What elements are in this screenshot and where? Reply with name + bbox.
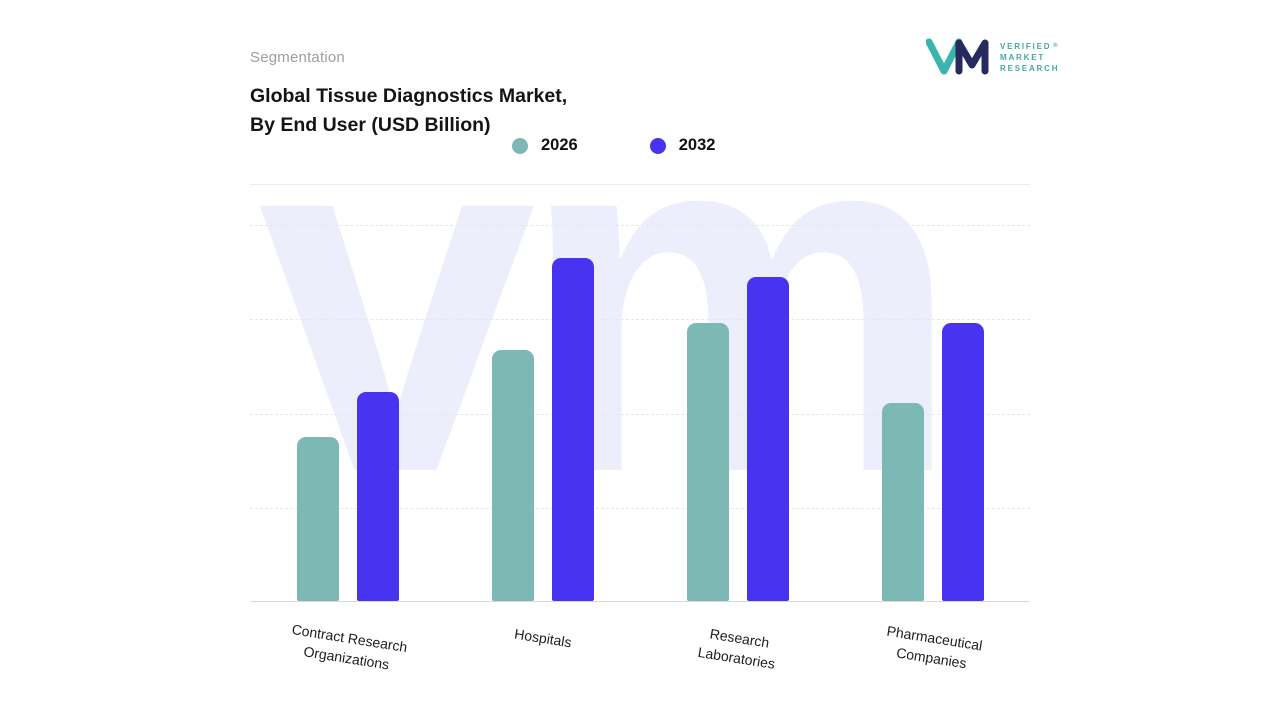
bar-2026-hospitals bbox=[491, 350, 534, 601]
legend-dot-2032 bbox=[649, 137, 666, 154]
legend-dot-2026 bbox=[512, 137, 528, 154]
x-axis-label-research: Research Laboratories bbox=[696, 625, 776, 673]
legend-label-2026: 2026 bbox=[541, 136, 578, 154]
x-axis: Contract Research Organizations Hospitals… bbox=[250, 602, 1030, 692]
bar-group-contract-research bbox=[296, 392, 399, 601]
chart-title-line1: Global Tissue Diagnostics Market, bbox=[250, 85, 568, 107]
gridline bbox=[250, 225, 1030, 226]
bar-2032-contract-research bbox=[356, 392, 399, 601]
bar-group-pharmaceutical bbox=[881, 323, 984, 601]
logo-m-stroke bbox=[955, 39, 989, 75]
vmr-logo-text: VERIFIED ® MARKET RESEARCH bbox=[1000, 36, 1060, 73]
gridline bbox=[250, 414, 1030, 415]
registered-mark: ® bbox=[1053, 43, 1060, 49]
bar-2032-research bbox=[746, 277, 789, 601]
bar-group-hospitals bbox=[491, 258, 594, 601]
segmentation-label: Segmentation bbox=[250, 49, 345, 66]
x-axis-label-hospitals: Hospitals bbox=[512, 625, 573, 651]
logo-line-verified: VERIFIED ® bbox=[1000, 42, 1060, 51]
bar-chart: vm bbox=[250, 47, 1030, 602]
legend-item-2026: 2026 bbox=[512, 136, 578, 155]
logo-v-stroke bbox=[926, 38, 963, 75]
header-divider bbox=[250, 184, 1030, 185]
x-axis-label-pharmaceutical: Pharmaceutical Companies bbox=[885, 622, 984, 672]
logo-line-research: RESEARCH bbox=[1000, 64, 1060, 73]
x-axis-label-contract-research: Contract Research Organizations bbox=[290, 621, 409, 673]
vmr-logo: VERIFIED ® MARKET RESEARCH bbox=[926, 36, 1060, 78]
bar-2026-research bbox=[686, 323, 729, 601]
legend-item-2032: 2032 bbox=[649, 136, 716, 155]
bar-2032-hospitals bbox=[551, 258, 594, 601]
chart-title: Global Tissue Diagnostics Market, By End… bbox=[250, 82, 567, 140]
legend-label-2032: 2032 bbox=[678, 136, 716, 154]
plot-area bbox=[250, 225, 1030, 601]
gridline bbox=[250, 508, 1030, 509]
logo-line-market: MARKET bbox=[1000, 53, 1046, 62]
vmr-logo-mark bbox=[926, 38, 989, 75]
bar-2026-pharmaceutical bbox=[881, 403, 924, 601]
bar-group-research bbox=[686, 277, 789, 601]
bar-2032-pharmaceutical bbox=[941, 323, 984, 601]
chart-title-line2: By End User (USD Billion) bbox=[250, 114, 491, 136]
gridline bbox=[250, 319, 1030, 320]
bar-2026-contract-research bbox=[296, 437, 339, 601]
chart-legend: 2026 2032 bbox=[512, 136, 715, 155]
